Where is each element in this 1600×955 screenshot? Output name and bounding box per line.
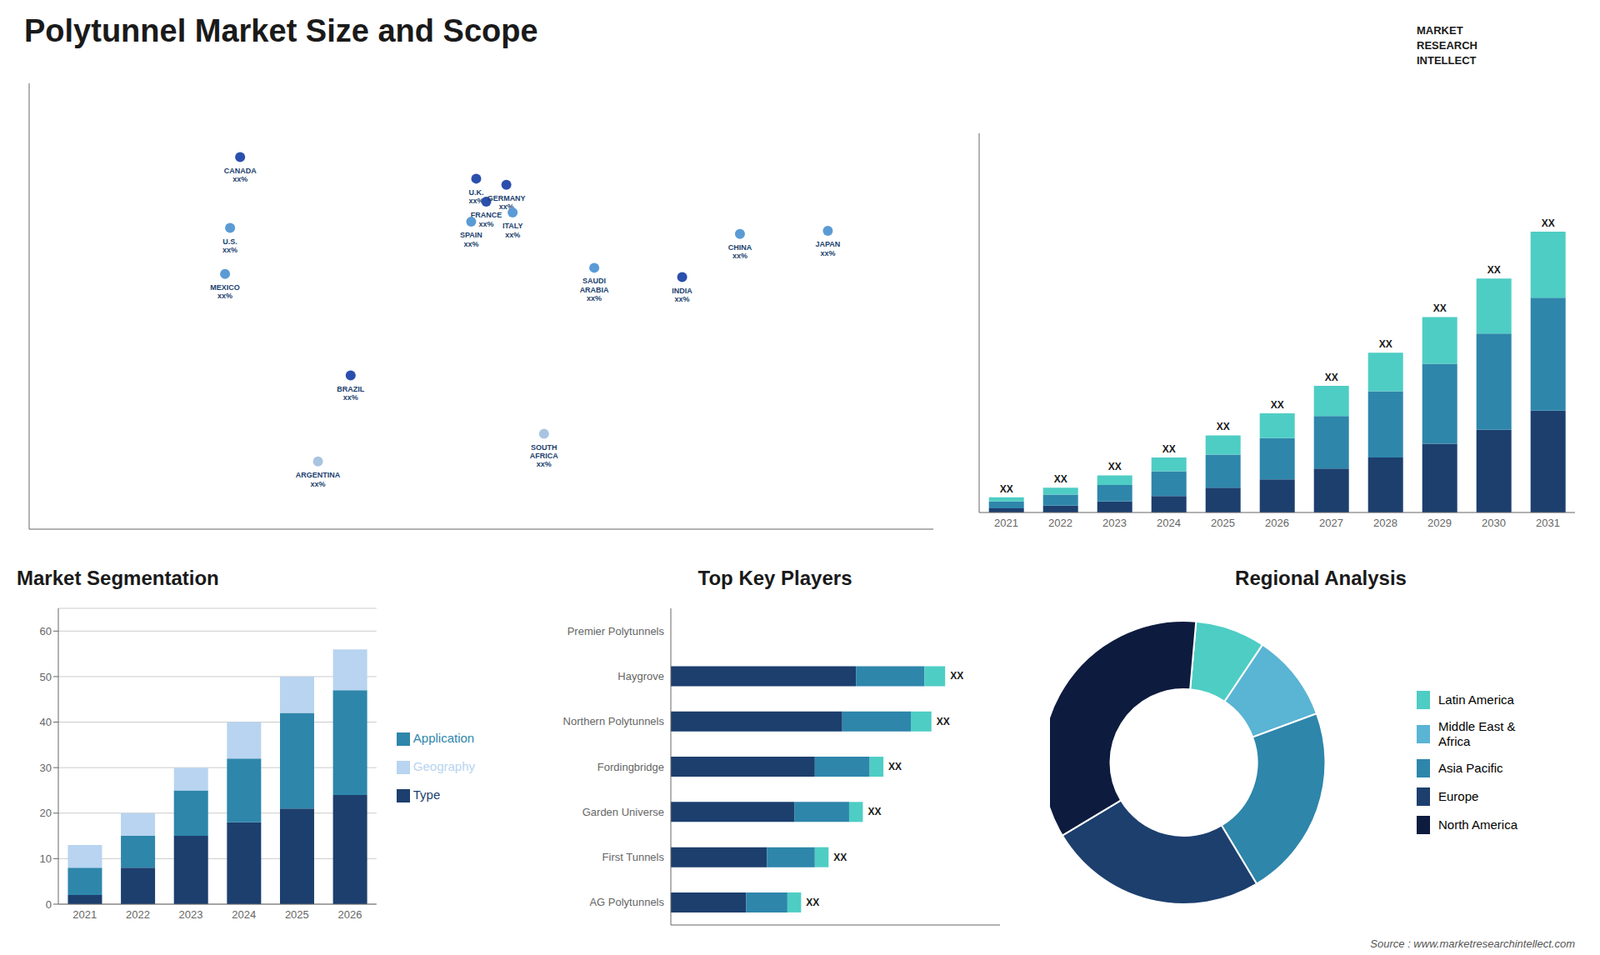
svg-text:XX: XX (1162, 443, 1176, 455)
svg-text:2030: 2030 (1481, 516, 1506, 530)
svg-text:Premier Polytunnels: Premier Polytunnels (567, 625, 665, 638)
svg-text:30: 30 (40, 761, 52, 775)
svg-text:10: 10 (40, 852, 52, 865)
svg-text:XX: XX (1541, 217, 1555, 230)
svg-text:40: 40 (40, 715, 52, 729)
svg-text:ARGENTINAxx%: ARGENTINAxx% (295, 470, 341, 488)
svg-text:2022: 2022 (125, 908, 150, 921)
svg-text:XX: XX (888, 760, 902, 773)
html-text:FRANCE: FRANCE (470, 211, 502, 220)
svg-text:XX: XX (936, 715, 950, 728)
svg-text:2023: 2023 (1102, 516, 1127, 530)
svg-text:2022: 2022 (1048, 516, 1073, 530)
html-text:North America: North America (1438, 817, 1518, 832)
svg-text:CHINAxx%: CHINAxx% (728, 243, 753, 260)
html-text:Europe: Europe (1438, 789, 1479, 804)
svg-text:INDIAxx%: INDIAxx% (671, 286, 693, 304)
html-text:Polytunnel Market Size and Sco: Polytunnel Market Size and Scope (24, 13, 538, 49)
svg-text:Fordingbridge: Fordingbridge (597, 760, 665, 774)
svg-text:BRAZILxx%: BRAZILxx% (336, 385, 365, 402)
html-text:Market Segmentation: Market Segmentation (16, 566, 219, 590)
svg-text:2024: 2024 (231, 908, 256, 921)
html-text:Application: Application (413, 730, 475, 745)
svg-text:XX: XX (1487, 264, 1501, 276)
svg-text:0: 0 (45, 898, 52, 911)
html-text:MARKET RESEARCH INTELLECT: MARKET RESEARCH INTELLECT (1416, 24, 1478, 67)
svg-text:JAPANxx%: JAPANxx% (815, 240, 840, 257)
svg-text:2026: 2026 (1265, 516, 1290, 530)
svg-text:SOUTHAFRICAxx%: SOUTHAFRICAxx% (530, 443, 559, 470)
svg-text:GERMANYxx%: GERMANYxx% (487, 194, 526, 211)
html-text:Geography: Geography (413, 759, 475, 774)
html-text:Regional Analysis: Regional Analysis (1235, 566, 1407, 590)
svg-text:2023: 2023 (179, 908, 204, 921)
svg-text:MEXICOxx%: MEXICOxx% (210, 283, 240, 300)
html-text:Middle East & Africa: Middle East & Africa (1438, 719, 1516, 749)
svg-text:U.S.xx%: U.S.xx% (222, 237, 238, 255)
svg-text:2029: 2029 (1427, 516, 1452, 530)
svg-text:XX: XX (1325, 371, 1339, 384)
svg-text:Haygrove: Haygrove (617, 670, 665, 683)
svg-text:2025: 2025 (285, 908, 310, 921)
svg-text:ITALYxx%: ITALYxx% (502, 221, 524, 239)
html-text:Top Key Players: Top Key Players (697, 566, 853, 590)
svg-text:XX: XX (1216, 420, 1230, 433)
svg-text:XX: XX (1000, 483, 1014, 495)
svg-text:Garden Universe: Garden Universe (582, 805, 665, 819)
svg-text:XX: XX (1379, 338, 1393, 350)
svg-text:60: 60 (40, 625, 52, 638)
svg-text:2027: 2027 (1319, 516, 1344, 530)
html-text:xx%: xx% (478, 219, 494, 229)
svg-text:SAUDIARABIAxx%: SAUDIARABIAxx% (580, 276, 610, 303)
svg-text:XX: XX (950, 670, 964, 682)
svg-text:XX: XX (867, 805, 881, 818)
svg-text:XX: XX (1433, 302, 1447, 315)
svg-text:2026: 2026 (338, 908, 363, 921)
svg-text:2021: 2021 (72, 908, 97, 921)
svg-text:XX: XX (1108, 460, 1122, 473)
svg-text:First Tunnels: First Tunnels (602, 850, 665, 864)
html-text:Latin America: Latin America (1438, 692, 1515, 707)
svg-text:20: 20 (40, 806, 52, 820)
html-text:Type: Type (413, 787, 441, 802)
html-text:Asia Pacific: Asia Pacific (1438, 760, 1503, 775)
svg-text:SPAINxx%: SPAINxx% (460, 230, 483, 248)
svg-text:XX: XX (1054, 473, 1068, 485)
svg-text:2025: 2025 (1210, 516, 1235, 530)
svg-text:XX: XX (833, 851, 847, 864)
svg-text:XX: XX (805, 896, 820, 909)
svg-text:CANADAxx%: CANADAxx% (224, 166, 257, 184)
svg-text:Northern Polytunnels: Northern Polytunnels (563, 715, 665, 728)
html-text:U.K.: U.K. (468, 188, 484, 197)
svg-text:50: 50 (40, 670, 52, 684)
html-text:xx%: xx% (468, 196, 484, 206)
svg-text:2024: 2024 (1156, 516, 1181, 530)
svg-text:XX: XX (1270, 399, 1285, 411)
svg-text:2028: 2028 (1373, 516, 1398, 530)
html-text:Source : www.marketresearchint: Source : www.marketresearchintellect.com (1370, 937, 1575, 950)
svg-text:2021: 2021 (994, 516, 1019, 530)
svg-text:2031: 2031 (1535, 516, 1560, 530)
svg-text:AG Polytunnels: AG Polytunnels (589, 895, 665, 909)
